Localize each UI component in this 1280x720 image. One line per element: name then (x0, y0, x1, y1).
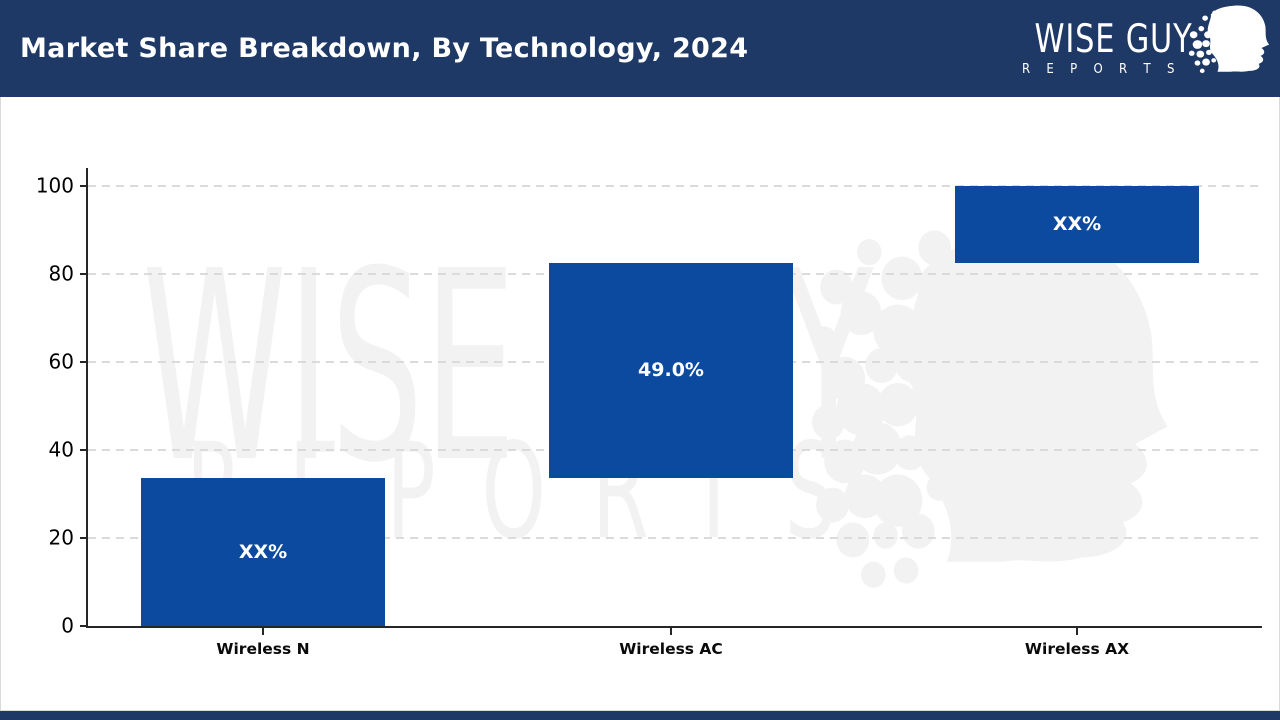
y-axis-tick-label: 100 (35, 173, 74, 198)
x-axis-category-label: Wireless AX (1024, 640, 1130, 658)
footer-bar (0, 711, 1280, 720)
gridline (88, 185, 1262, 187)
bar-value-label: XX% (238, 541, 288, 564)
wiseguy-logo: WISE GUY R E P O R T S (990, 4, 1272, 92)
y-axis-tick-label: 80 (48, 261, 74, 286)
y-axis-tick-label: 20 (48, 525, 74, 550)
x-axis-tick (670, 628, 672, 635)
bar (955, 186, 1199, 263)
x-axis-category-label: Wireless N (216, 640, 310, 658)
logo-text: WISE GUY R E P O R T S (990, 16, 1192, 77)
x-axis-category-label: Wireless AC (619, 640, 723, 658)
y-axis-tick-label: 40 (48, 437, 74, 462)
card-border-bottom (0, 710, 1280, 711)
y-axis-tick (80, 361, 87, 363)
bar-value-label: 49.0% (638, 359, 704, 382)
x-axis-tick (262, 628, 264, 635)
y-axis-tick-label: 60 (48, 349, 74, 374)
page-title: Market Share Breakdown, By Technology, 2… (20, 33, 749, 64)
bar-value-label: XX% (1052, 213, 1102, 236)
y-axis-tick (80, 449, 87, 451)
y-axis-line (86, 168, 88, 628)
card-border-left (0, 97, 1, 712)
y-axis-tick-label: 0 (61, 613, 74, 638)
y-axis-tick (80, 273, 87, 275)
x-axis-line (86, 626, 1262, 628)
header-bar: Market Share Breakdown, By Technology, 2… (0, 0, 1280, 97)
x-axis-tick (1076, 628, 1078, 635)
bar (549, 262, 793, 479)
y-axis-tick (80, 625, 87, 627)
gridline (88, 537, 1262, 539)
logo-wordmark: WISE GUY (1034, 16, 1192, 62)
bar (141, 478, 385, 626)
y-axis-tick (80, 537, 87, 539)
watermark-face-icon (812, 230, 1168, 588)
logo-tagline: R E P O R T S (1021, 61, 1181, 77)
y-axis-tick (80, 185, 87, 187)
wiseguy-face-icon (1188, 5, 1270, 74)
